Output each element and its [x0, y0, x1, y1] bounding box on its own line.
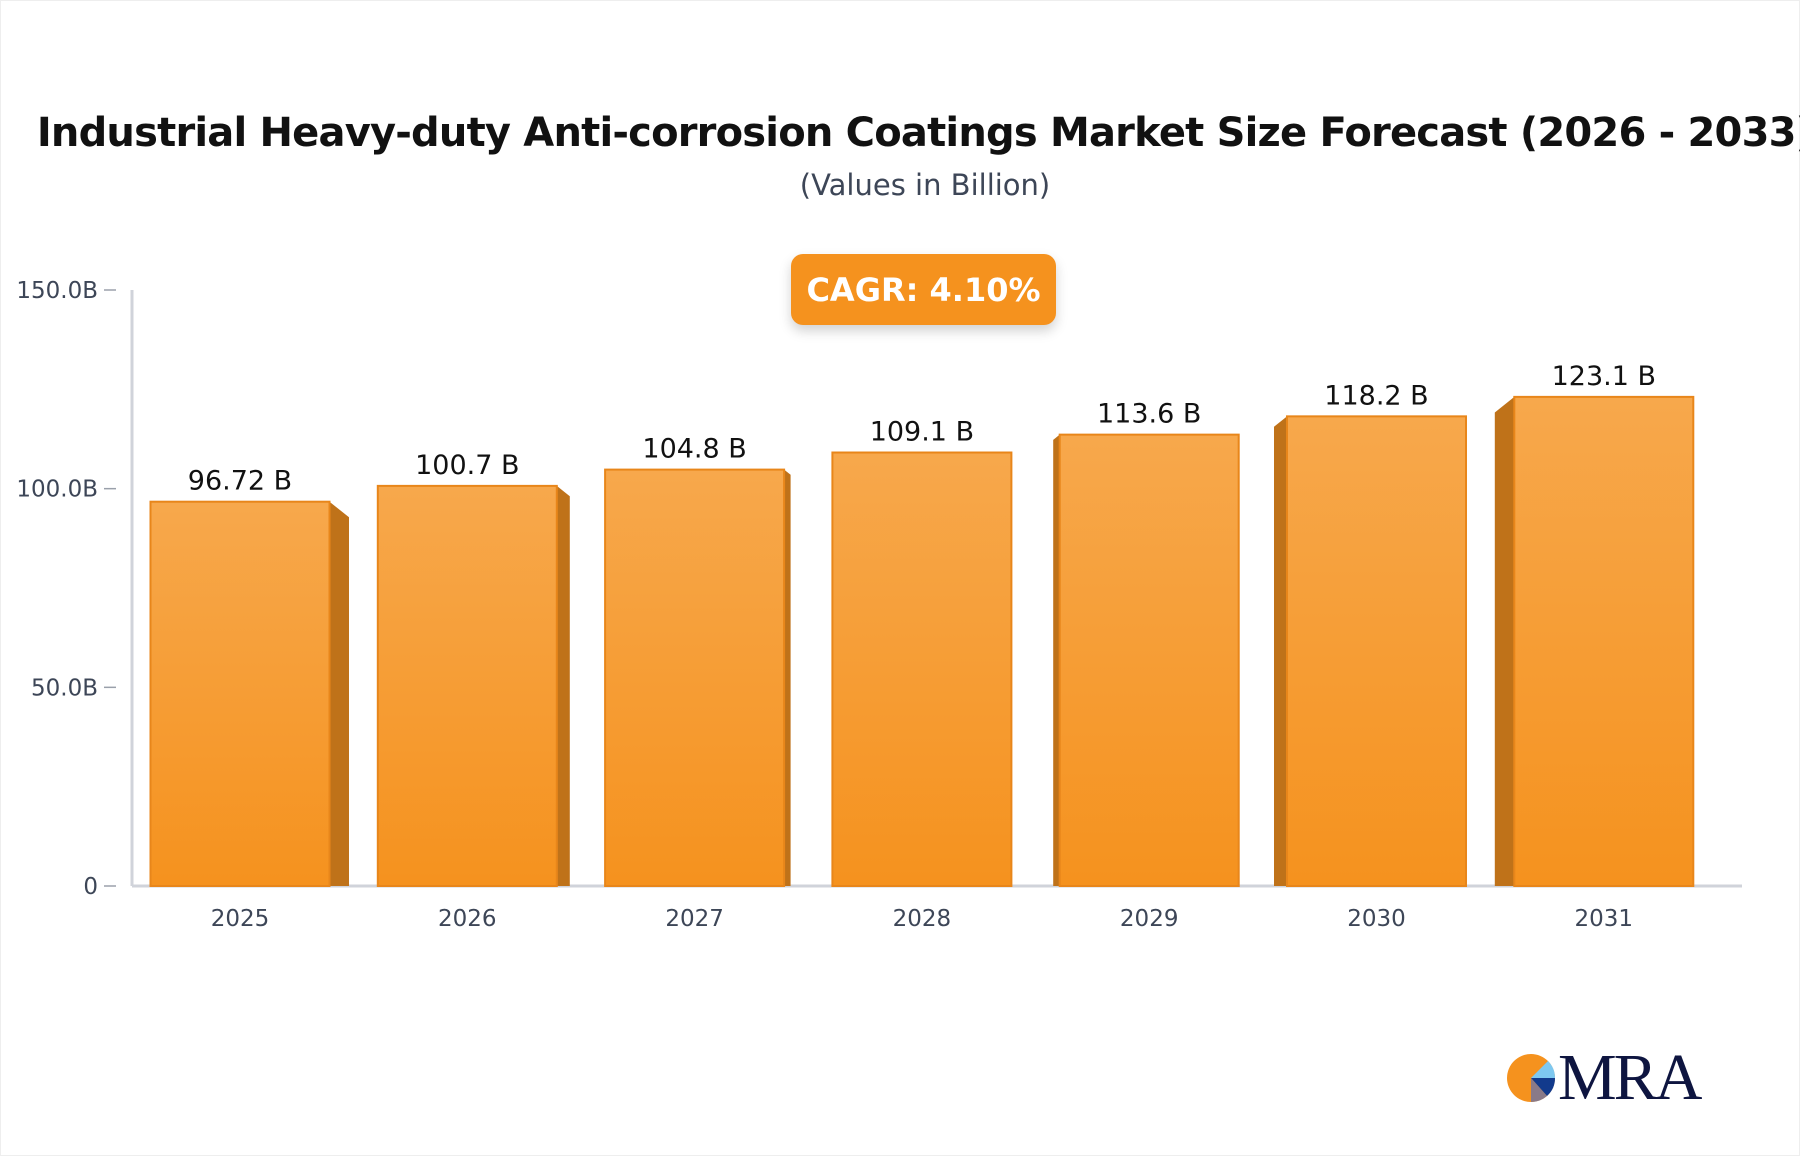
bar — [1058, 433, 1240, 887]
x-tick-label: 2029 — [1120, 906, 1179, 932]
y-tick-label: 0 — [83, 874, 98, 900]
bar-side — [1274, 416, 1287, 886]
bar — [1286, 415, 1467, 887]
x-tick-label: 2026 — [438, 906, 497, 932]
x-tick-label: 2027 — [665, 906, 724, 932]
data-label: 104.8 B — [642, 434, 746, 465]
logo-text: MRA — [1558, 1041, 1702, 1114]
bar — [1513, 395, 1695, 887]
data-label: 100.7 B — [415, 450, 519, 481]
y-tick-label: 150.0B — [16, 278, 98, 304]
data-label: 118.2 B — [1324, 380, 1428, 411]
bar — [604, 468, 786, 887]
bar-side — [784, 469, 791, 886]
pie-logo-icon — [1507, 1054, 1556, 1103]
bar — [149, 500, 331, 887]
bar-side — [1494, 396, 1515, 886]
bar-side — [1053, 434, 1060, 886]
data-label: 123.1 B — [1552, 361, 1656, 392]
data-label: 109.1 B — [870, 417, 974, 448]
bar — [831, 451, 1013, 887]
mra-logo: MRA — [1506, 1040, 1702, 1116]
x-tick-label: 2028 — [893, 906, 952, 932]
x-tick-label: 2031 — [1575, 906, 1634, 932]
chart-subtitle: (Values in Billion) — [799, 168, 1051, 202]
data-label: 113.6 B — [1097, 399, 1201, 430]
y-tick-label: 50.0B — [31, 675, 98, 701]
bar-side — [329, 501, 349, 886]
cagr-badge: CAGR: 4.10% — [791, 254, 1056, 325]
data-label: 96.72 B — [188, 466, 292, 497]
x-tick-label: 2025 — [211, 906, 270, 932]
x-tick-label: 2030 — [1347, 906, 1406, 932]
chart-title: Industrial Heavy-duty Anti-corrosion Coa… — [36, 110, 1800, 156]
y-tick-label: 100.0B — [16, 477, 98, 503]
bar-side — [556, 485, 570, 886]
bar — [376, 484, 558, 887]
